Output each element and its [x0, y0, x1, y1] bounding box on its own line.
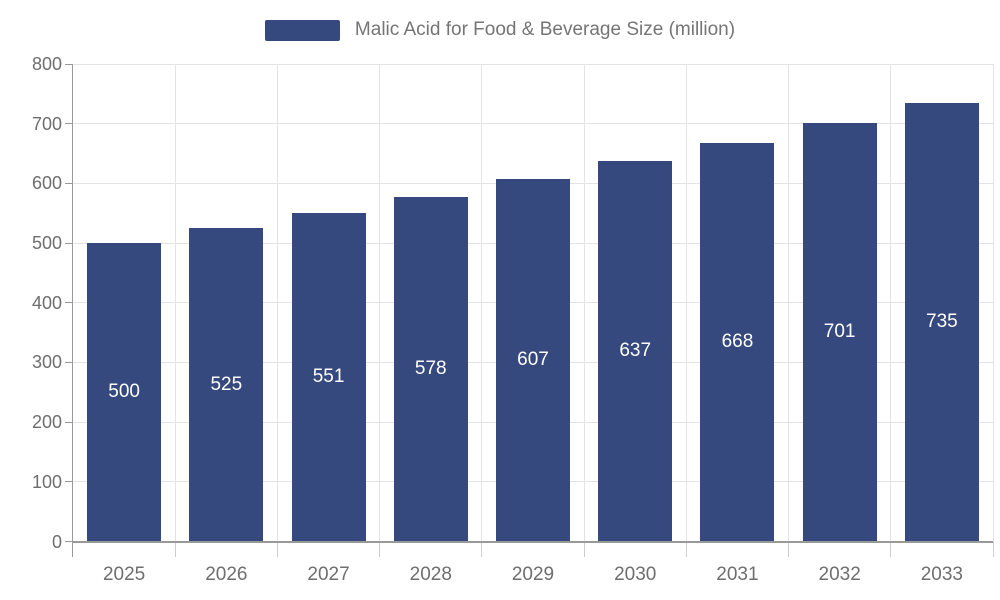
y-axis-tick [65, 541, 73, 542]
x-axis-tick [788, 541, 790, 557]
v-gridline [685, 64, 687, 542]
v-gridline [481, 64, 483, 542]
bar-value-label: 735 [926, 311, 958, 333]
x-axis-tick [992, 541, 994, 557]
bar[interactable]: 578 [393, 196, 468, 542]
y-tick-label: 0 [51, 531, 62, 552]
x-axis-tick [890, 541, 892, 557]
bar[interactable]: 551 [291, 212, 366, 542]
bar-value-label: 551 [312, 366, 345, 388]
bar-value-label: 637 [619, 340, 652, 362]
bar-value-label: 500 [108, 381, 140, 403]
bar[interactable]: 735 [904, 102, 979, 542]
x-tick-label: 2025 [102, 563, 146, 585]
v-gridline [890, 64, 892, 542]
x-axis-tick [481, 541, 483, 557]
x-axis-tick [276, 541, 278, 557]
v-gridline [788, 64, 790, 542]
y-axis-tick [65, 302, 73, 304]
y-tick-label: 600 [31, 173, 62, 194]
bar-value-label: 525 [210, 373, 243, 395]
v-gridline [174, 64, 176, 542]
x-tick-label: 2030 [614, 563, 657, 585]
y-axis-tick [65, 361, 73, 363]
v-gridline [992, 64, 994, 542]
x-axis-tick [379, 541, 381, 557]
bar[interactable]: 607 [496, 179, 570, 542]
y-axis-tick [65, 481, 73, 483]
y-tick-label: 100 [31, 471, 62, 492]
bar[interactable]: 668 [700, 142, 775, 542]
x-tick-label: 2026 [205, 563, 248, 585]
y-tick-label: 200 [31, 412, 62, 433]
y-tick-label: 500 [31, 233, 62, 254]
legend-label: Malic Acid for Food & Beverage Size (mil… [354, 19, 736, 40]
bar[interactable]: 637 [598, 161, 673, 542]
y-tick-label: 300 [31, 352, 62, 373]
bar[interactable]: 500 [87, 243, 162, 542]
y-axis-tick [65, 123, 73, 125]
y-axis-tick [65, 421, 73, 423]
x-axis-tick [174, 541, 176, 557]
v-gridline [583, 64, 585, 542]
y-axis-tick [65, 182, 73, 184]
y-axis-line [72, 64, 73, 557]
y-tick-label: 400 [31, 292, 62, 313]
x-tick-label: 2033 [920, 563, 964, 585]
x-tick-label: 2032 [818, 563, 861, 585]
h-gridline [73, 63, 993, 65]
legend[interactable]: Malic Acid for Food & Beverage Size (mil… [0, 18, 1000, 42]
y-axis-tick [65, 242, 73, 244]
bar[interactable]: 525 [189, 228, 264, 542]
v-gridline [379, 64, 381, 542]
bar-value-label: 578 [414, 357, 447, 379]
bar-value-label: 701 [823, 321, 856, 343]
y-tick-label: 700 [31, 113, 62, 134]
v-gridline [276, 64, 278, 542]
x-tick-label: 2029 [511, 563, 555, 585]
legend-swatch [264, 19, 340, 41]
x-tick-label: 2027 [307, 563, 350, 585]
x-tick-label: 2028 [409, 563, 452, 585]
bar-value-label: 607 [517, 349, 549, 371]
h-gridline [73, 123, 993, 125]
x-axis-tick [583, 541, 585, 557]
bar-value-label: 668 [721, 331, 754, 353]
x-axis-tick [685, 541, 687, 557]
y-axis-tick [65, 63, 73, 65]
x-axis-line [72, 541, 993, 543]
bar[interactable]: 701 [802, 123, 877, 542]
x-tick-label: 2031 [716, 563, 759, 585]
y-tick-label: 800 [31, 54, 62, 74]
